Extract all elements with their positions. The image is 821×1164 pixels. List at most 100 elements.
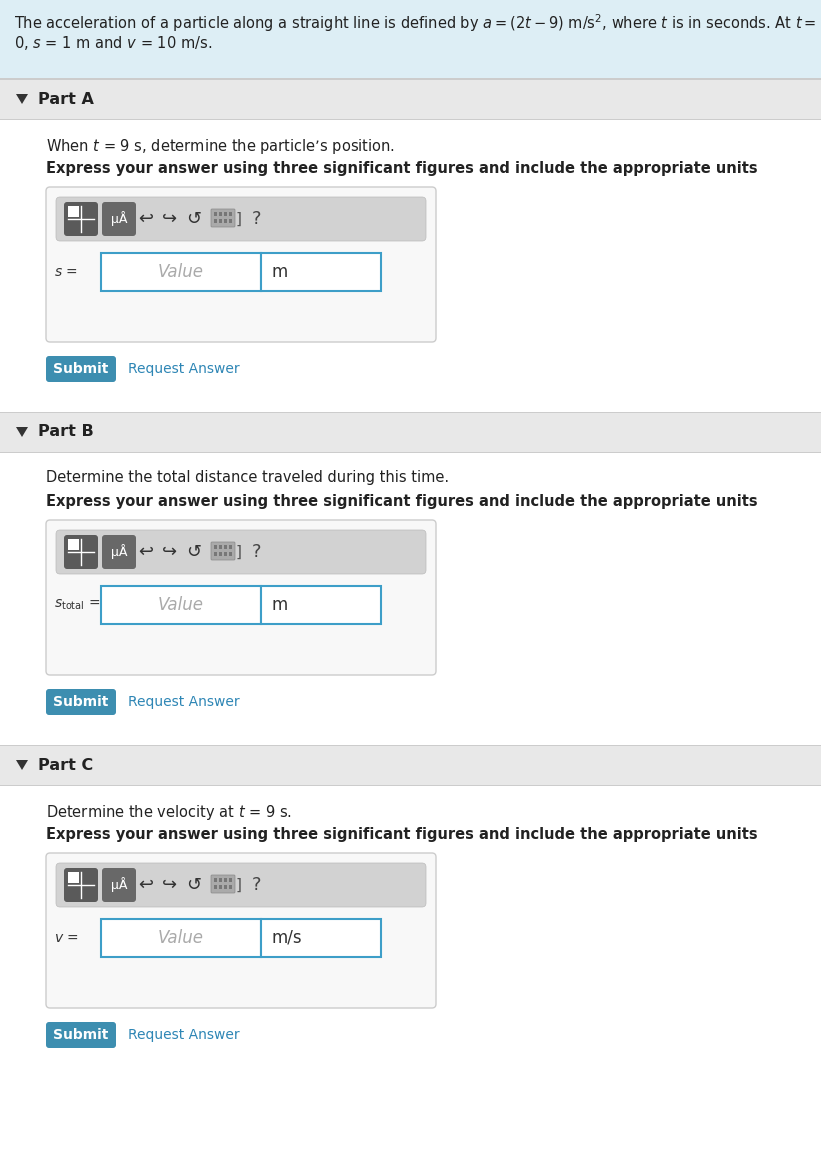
Text: Request Answer: Request Answer (128, 362, 240, 376)
FancyBboxPatch shape (219, 545, 222, 549)
Text: $s_\mathrm{total}$ =: $s_\mathrm{total}$ = (54, 598, 100, 612)
Text: Value: Value (158, 929, 204, 947)
Text: When $t$ = 9 s, determine the particle’s position.: When $t$ = 9 s, determine the particle’s… (46, 137, 395, 156)
Text: μÅ: μÅ (111, 545, 127, 560)
Text: Request Answer: Request Answer (128, 695, 240, 709)
FancyBboxPatch shape (102, 868, 136, 902)
Text: ?: ? (251, 876, 261, 894)
Text: ↩: ↩ (139, 876, 154, 894)
FancyBboxPatch shape (224, 878, 227, 882)
Text: m: m (271, 263, 287, 281)
FancyBboxPatch shape (214, 545, 217, 549)
Text: ↩: ↩ (139, 542, 154, 561)
Text: $v$ =: $v$ = (54, 931, 79, 945)
FancyBboxPatch shape (102, 535, 136, 569)
Text: ↺: ↺ (186, 542, 202, 561)
Text: ↺: ↺ (186, 210, 202, 228)
FancyBboxPatch shape (102, 203, 136, 236)
Text: Submit: Submit (53, 1028, 108, 1042)
FancyBboxPatch shape (101, 585, 261, 624)
FancyBboxPatch shape (64, 535, 98, 569)
Text: ↪: ↪ (163, 542, 177, 561)
FancyBboxPatch shape (0, 0, 821, 78)
Text: m: m (271, 596, 287, 613)
FancyBboxPatch shape (224, 545, 227, 549)
FancyBboxPatch shape (64, 868, 98, 902)
Polygon shape (16, 427, 28, 436)
Text: Request Answer: Request Answer (128, 1028, 240, 1042)
FancyBboxPatch shape (46, 1022, 116, 1048)
FancyBboxPatch shape (56, 530, 426, 574)
FancyBboxPatch shape (214, 552, 217, 556)
FancyBboxPatch shape (46, 520, 436, 675)
FancyBboxPatch shape (214, 885, 217, 889)
FancyBboxPatch shape (211, 210, 235, 227)
FancyBboxPatch shape (46, 853, 436, 1008)
FancyBboxPatch shape (211, 875, 235, 893)
Text: Part C: Part C (38, 758, 94, 773)
Text: m/s: m/s (271, 929, 301, 947)
Text: Express your answer using three significant figures and include the appropriate : Express your answer using three signific… (46, 161, 758, 176)
FancyBboxPatch shape (261, 920, 381, 957)
Text: ↪: ↪ (163, 876, 177, 894)
FancyBboxPatch shape (224, 219, 227, 223)
Text: The acceleration of a particle along a straight line is defined by $a = (2t - 9): The acceleration of a particle along a s… (14, 12, 816, 34)
FancyBboxPatch shape (224, 212, 227, 217)
Text: Express your answer using three significant figures and include the appropriate : Express your answer using three signific… (46, 494, 758, 509)
FancyBboxPatch shape (46, 356, 116, 382)
Text: $s$ =: $s$ = (54, 265, 78, 279)
Text: ↺: ↺ (186, 876, 202, 894)
FancyBboxPatch shape (101, 253, 261, 291)
FancyBboxPatch shape (261, 585, 381, 624)
Text: Submit: Submit (53, 695, 108, 709)
FancyBboxPatch shape (224, 885, 227, 889)
FancyBboxPatch shape (219, 219, 222, 223)
FancyBboxPatch shape (0, 79, 821, 119)
Text: μÅ: μÅ (111, 212, 127, 227)
FancyBboxPatch shape (0, 412, 821, 452)
FancyBboxPatch shape (68, 539, 79, 551)
FancyBboxPatch shape (0, 402, 821, 412)
Text: Value: Value (158, 263, 204, 281)
FancyBboxPatch shape (64, 203, 98, 236)
FancyBboxPatch shape (211, 542, 235, 560)
FancyBboxPatch shape (56, 197, 426, 241)
Text: ]: ] (236, 212, 242, 227)
Text: ↩: ↩ (139, 210, 154, 228)
FancyBboxPatch shape (229, 212, 232, 217)
FancyBboxPatch shape (229, 552, 232, 556)
Text: Part A: Part A (38, 92, 94, 106)
Text: ?: ? (251, 210, 261, 228)
FancyBboxPatch shape (229, 219, 232, 223)
FancyBboxPatch shape (0, 734, 821, 745)
FancyBboxPatch shape (219, 552, 222, 556)
FancyBboxPatch shape (229, 885, 232, 889)
Text: Determine the velocity at $t$ = 9 s.: Determine the velocity at $t$ = 9 s. (46, 803, 292, 822)
Text: μÅ: μÅ (111, 878, 127, 893)
FancyBboxPatch shape (68, 206, 79, 217)
FancyBboxPatch shape (219, 885, 222, 889)
FancyBboxPatch shape (68, 872, 79, 883)
FancyBboxPatch shape (229, 545, 232, 549)
Text: ]: ] (236, 878, 242, 893)
Text: ]: ] (236, 545, 242, 560)
FancyBboxPatch shape (229, 878, 232, 882)
FancyBboxPatch shape (56, 863, 426, 907)
FancyBboxPatch shape (0, 745, 821, 785)
Text: 0, $s$ = 1 m and $v$ = 10 m/s.: 0, $s$ = 1 m and $v$ = 10 m/s. (14, 34, 212, 52)
FancyBboxPatch shape (219, 212, 222, 217)
FancyBboxPatch shape (101, 920, 261, 957)
Text: ?: ? (251, 542, 261, 561)
Polygon shape (16, 94, 28, 104)
FancyBboxPatch shape (46, 689, 116, 715)
Polygon shape (16, 760, 28, 771)
FancyBboxPatch shape (214, 219, 217, 223)
Text: Value: Value (158, 596, 204, 613)
FancyBboxPatch shape (214, 212, 217, 217)
FancyBboxPatch shape (46, 187, 436, 342)
FancyBboxPatch shape (219, 878, 222, 882)
FancyBboxPatch shape (224, 552, 227, 556)
FancyBboxPatch shape (261, 253, 381, 291)
Text: Submit: Submit (53, 362, 108, 376)
Text: Express your answer using three significant figures and include the appropriate : Express your answer using three signific… (46, 826, 758, 842)
